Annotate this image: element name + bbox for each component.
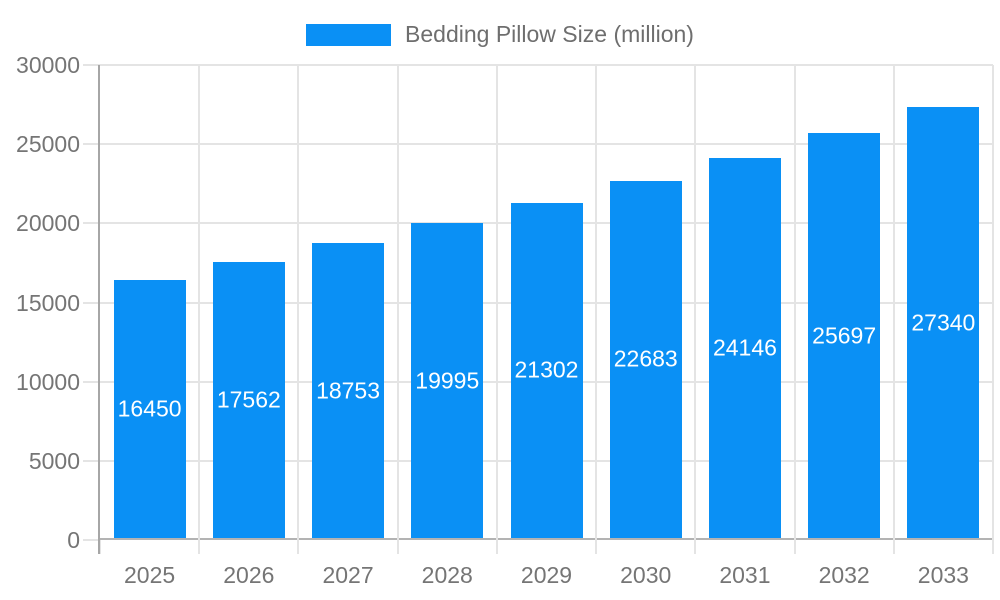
x-tick-mark: [992, 540, 994, 554]
bar-value-label: 25697: [812, 322, 877, 349]
x-tick-mark: [595, 540, 598, 554]
x-axis-zero-line: [100, 538, 993, 540]
y-tick-label: 0: [67, 527, 80, 553]
bar: 18753: [312, 243, 385, 538]
x-tick-label: 2025: [124, 562, 176, 588]
y-tick-label: 20000: [16, 210, 80, 237]
y-tick-mark: [83, 301, 100, 304]
y-grid-line: [100, 143, 993, 146]
x-tick-mark: [297, 540, 300, 554]
x-tick-mark: [892, 540, 895, 554]
bar: 16450: [113, 279, 186, 538]
y-tick-label: 25000: [16, 131, 80, 158]
y-grid-line: [100, 64, 993, 66]
bar-value-label: 22683: [613, 345, 678, 372]
x-grid-line: [297, 65, 300, 540]
y-tick-label: 5000: [28, 447, 80, 474]
x-tick-label: 2028: [421, 562, 473, 588]
y-tick-mark: [83, 64, 100, 66]
x-grid-line: [396, 65, 399, 540]
bar: 17562: [212, 261, 285, 538]
x-grid-line: [694, 65, 697, 540]
bar-value-label: 18753: [316, 377, 381, 404]
x-grid-line: [495, 65, 498, 540]
x-tick-mark: [396, 540, 399, 554]
bar-value-label: 19995: [415, 367, 480, 394]
y-tick-mark: [83, 222, 100, 225]
x-grid-line: [793, 65, 796, 540]
bar: 21302: [510, 202, 583, 538]
x-tick-label: 2033: [917, 562, 969, 588]
x-tick-label: 2030: [620, 562, 672, 588]
x-tick-mark: [694, 540, 697, 554]
y-tick-mark: [83, 380, 100, 383]
bar: 25697: [808, 133, 881, 538]
x-tick-label: 2032: [818, 562, 870, 588]
y-tick-label: 10000: [16, 368, 80, 395]
bar: 19995: [411, 223, 484, 538]
bar: 27340: [907, 107, 980, 538]
bar-value-label: 16450: [117, 395, 182, 422]
x-tick-label: 2031: [719, 562, 771, 588]
x-grid-line: [992, 65, 994, 540]
x-tick-label: 2026: [223, 562, 275, 588]
x-tick-mark: [99, 540, 101, 554]
x-tick-mark: [793, 540, 796, 554]
bar-value-label: 17562: [216, 386, 281, 413]
bar: 22683: [609, 180, 682, 538]
bar-value-label: 24146: [712, 334, 777, 361]
legend: Bedding Pillow Size (million): [0, 21, 1000, 48]
x-tick-label: 2027: [322, 562, 374, 588]
y-tick-mark: [83, 459, 100, 462]
bar-value-label: 21302: [514, 356, 579, 383]
x-grid-line: [595, 65, 598, 540]
x-tick-label: 2029: [520, 562, 573, 588]
legend-label: Bedding Pillow Size (million): [405, 21, 694, 47]
x-grid-line: [198, 65, 201, 540]
bar: 24146: [708, 157, 781, 538]
y-tick-label: 30000: [16, 52, 80, 78]
y-tick-label: 15000: [16, 289, 80, 316]
legend-swatch: [306, 23, 392, 46]
y-axis-line: [98, 65, 100, 554]
y-tick-mark: [83, 539, 100, 541]
bar-value-label: 27340: [911, 309, 976, 336]
x-tick-mark: [495, 540, 498, 554]
y-tick-mark: [83, 143, 100, 146]
x-grid-line: [892, 65, 895, 540]
x-tick-mark: [198, 540, 201, 554]
